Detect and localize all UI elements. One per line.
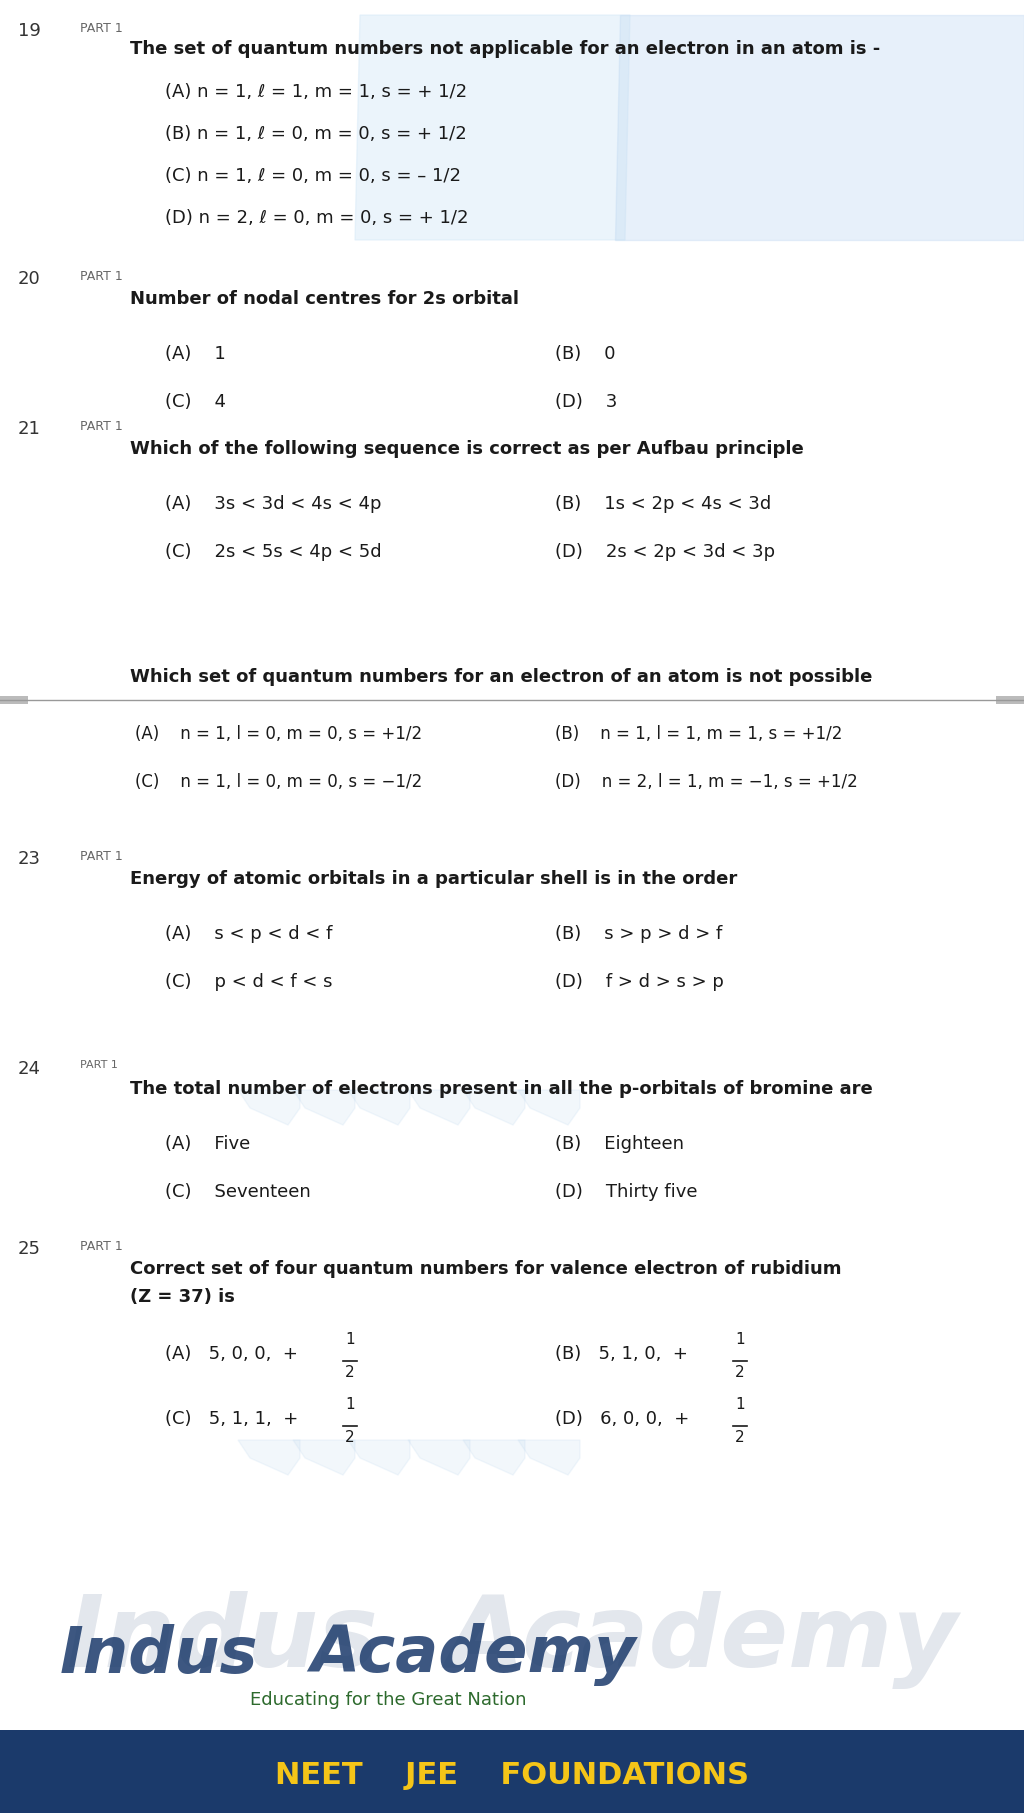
Text: (Z = 37) is: (Z = 37) is <box>130 1287 234 1305</box>
Text: Educating for the Great Nation: Educating for the Great Nation <box>250 1692 526 1710</box>
Polygon shape <box>518 1440 580 1476</box>
Text: (C)    n = 1, l = 0, m = 0, s = −1/2: (C) n = 1, l = 0, m = 0, s = −1/2 <box>135 772 422 790</box>
Text: (A)    n = 1, l = 0, m = 0, s = +1/2: (A) n = 1, l = 0, m = 0, s = +1/2 <box>135 725 422 743</box>
Polygon shape <box>293 1440 355 1476</box>
Polygon shape <box>518 1090 580 1126</box>
Text: (D)    2s < 2p < 3d < 3p: (D) 2s < 2p < 3d < 3p <box>555 544 775 560</box>
Text: (A)    3s < 3d < 4s < 4p: (A) 3s < 3d < 4s < 4p <box>165 495 382 513</box>
Polygon shape <box>463 1090 525 1126</box>
Polygon shape <box>238 1440 300 1476</box>
Text: (B)    s > p > d > f: (B) s > p > d > f <box>555 925 722 943</box>
Polygon shape <box>348 1090 410 1126</box>
Text: 2: 2 <box>735 1430 744 1445</box>
Text: 20: 20 <box>18 270 41 288</box>
Text: (C)    Seventeen: (C) Seventeen <box>165 1184 310 1200</box>
Text: (B)    1s < 2p < 4s < 3d: (B) 1s < 2p < 4s < 3d <box>555 495 771 513</box>
Text: 1: 1 <box>735 1398 744 1412</box>
Polygon shape <box>408 1090 470 1126</box>
Text: (C) n = 1, ℓ = 0, m = 0, s = – 1/2: (C) n = 1, ℓ = 0, m = 0, s = – 1/2 <box>165 167 461 185</box>
Text: (B) n = 1, ℓ = 0, m = 0, s = + 1/2: (B) n = 1, ℓ = 0, m = 0, s = + 1/2 <box>165 125 467 143</box>
Text: (B)    n = 1, l = 1, m = 1, s = +1/2: (B) n = 1, l = 1, m = 1, s = +1/2 <box>555 725 843 743</box>
Bar <box>996 696 1024 703</box>
Text: 21: 21 <box>18 421 41 439</box>
Text: Academy: Academy <box>310 1623 636 1686</box>
Polygon shape <box>408 1440 470 1476</box>
Text: (A)    s < p < d < f: (A) s < p < d < f <box>165 925 333 943</box>
Text: (B)    Eighteen: (B) Eighteen <box>555 1135 684 1153</box>
Text: (B)   5, 1, 0,  +: (B) 5, 1, 0, + <box>555 1345 688 1363</box>
Text: 25: 25 <box>18 1240 41 1258</box>
Text: (C)    4: (C) 4 <box>165 393 226 412</box>
Polygon shape <box>348 1440 410 1476</box>
Text: The total number of electrons present in all the p-orbitals of bromine are: The total number of electrons present in… <box>130 1081 872 1099</box>
Text: (D)    3: (D) 3 <box>555 393 617 412</box>
Text: (A) n = 1, ℓ = 1, m = 1, s = + 1/2: (A) n = 1, ℓ = 1, m = 1, s = + 1/2 <box>165 83 467 102</box>
Bar <box>0 1730 1024 1813</box>
Text: PART 1: PART 1 <box>80 270 123 283</box>
Text: 2: 2 <box>345 1365 354 1380</box>
Polygon shape <box>463 1440 525 1476</box>
Text: (D)    n = 2, l = 1, m = −1, s = +1/2: (D) n = 2, l = 1, m = −1, s = +1/2 <box>555 772 858 790</box>
Text: 2: 2 <box>345 1430 354 1445</box>
Text: Number of nodal centres for 2s orbital: Number of nodal centres for 2s orbital <box>130 290 519 308</box>
Text: (A)    Five: (A) Five <box>165 1135 250 1153</box>
Text: (B)    0: (B) 0 <box>555 344 615 363</box>
Polygon shape <box>615 15 1024 239</box>
Text: 24: 24 <box>18 1061 41 1079</box>
Text: 1: 1 <box>735 1333 744 1347</box>
Polygon shape <box>238 1090 300 1126</box>
Polygon shape <box>293 1090 355 1126</box>
Text: Indus: Indus <box>60 1624 258 1686</box>
Text: (D)    Thirty five: (D) Thirty five <box>555 1184 697 1200</box>
Text: PART 1: PART 1 <box>80 421 123 433</box>
Text: (C)    2s < 5s < 4p < 5d: (C) 2s < 5s < 4p < 5d <box>165 544 382 560</box>
Text: PART 1: PART 1 <box>80 1061 118 1070</box>
Text: (D) n = 2, ℓ = 0, m = 0, s = + 1/2: (D) n = 2, ℓ = 0, m = 0, s = + 1/2 <box>165 208 469 227</box>
Bar <box>0 696 28 703</box>
Text: 23: 23 <box>18 850 41 868</box>
Text: 1: 1 <box>345 1333 354 1347</box>
Text: 1: 1 <box>345 1398 354 1412</box>
Text: (C)    p < d < f < s: (C) p < d < f < s <box>165 974 333 992</box>
Text: 19: 19 <box>18 22 41 40</box>
Text: Correct set of four quantum numbers for valence electron of rubidium: Correct set of four quantum numbers for … <box>130 1260 842 1278</box>
Text: Which set of quantum numbers for an electron of an atom is not possible: Which set of quantum numbers for an elec… <box>130 667 872 685</box>
Text: PART 1: PART 1 <box>80 850 123 863</box>
Text: (A)    1: (A) 1 <box>165 344 225 363</box>
Text: PART 1: PART 1 <box>80 22 123 34</box>
Text: (D)   6, 0, 0,  +: (D) 6, 0, 0, + <box>555 1411 689 1429</box>
Text: 2: 2 <box>735 1365 744 1380</box>
Text: Indus  Academy: Indus Academy <box>67 1592 957 1690</box>
Polygon shape <box>355 15 630 239</box>
Text: (C)   5, 1, 1,  +: (C) 5, 1, 1, + <box>165 1411 298 1429</box>
Text: (A)   5, 0, 0,  +: (A) 5, 0, 0, + <box>165 1345 298 1363</box>
Text: (D)    f > d > s > p: (D) f > d > s > p <box>555 974 724 992</box>
Text: The set of quantum numbers not applicable for an electron in an atom is -: The set of quantum numbers not applicabl… <box>130 40 881 58</box>
Text: NEET    JEE    FOUNDATIONS: NEET JEE FOUNDATIONS <box>275 1760 749 1789</box>
Text: PART 1: PART 1 <box>80 1240 123 1253</box>
Text: Which of the following sequence is correct as per Aufbau principle: Which of the following sequence is corre… <box>130 441 804 459</box>
Text: Energy of atomic orbitals in a particular shell is in the order: Energy of atomic orbitals in a particula… <box>130 870 737 888</box>
